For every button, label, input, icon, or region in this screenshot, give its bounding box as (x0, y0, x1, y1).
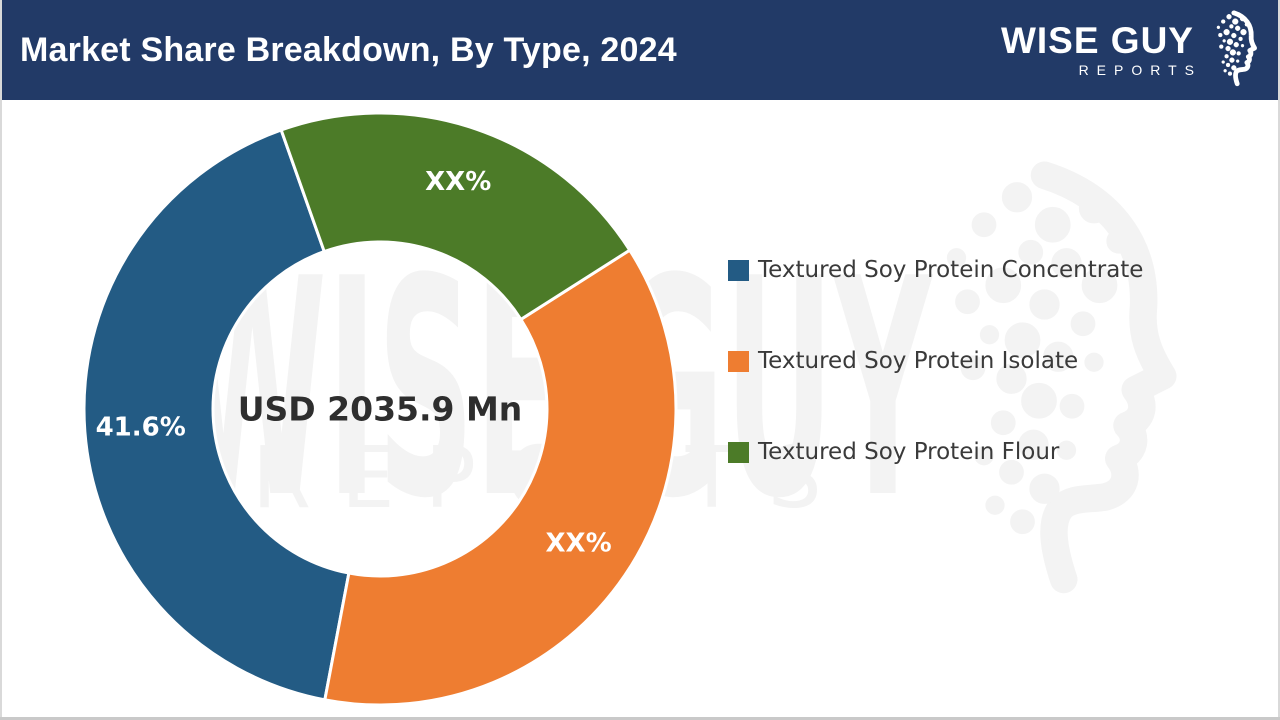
segment-value-label: 41.6% (96, 412, 186, 442)
wise-guy-logo: WISE GUY REPORTS (1001, 9, 1258, 91)
segment-value-label: XX% (546, 529, 612, 559)
face-logo-icon (1200, 9, 1258, 91)
chart-legend: Textured Soy Protein Concentrate Texture… (728, 257, 1143, 465)
page-title: Market Share Breakdown, By Type, 2024 (20, 30, 677, 69)
legend-swatch (728, 441, 749, 463)
chart-area: WISE GUY REPORTS 41.6%XX%XX% USD 2035.9 … (0, 100, 1280, 717)
legend-label: Textured Soy Protein Isolate (758, 348, 1079, 374)
logo-brand-name: WISE GUY (1000, 20, 1194, 61)
legend-item: Textured Soy Protein Isolate (728, 348, 1143, 374)
donut-segment-2 (279, 111, 632, 322)
legend-label: Textured Soy Protein Flour (758, 439, 1060, 465)
left-frame-border (0, 0, 2, 717)
segment-value-label: XX% (425, 167, 491, 197)
logo-wordmark: WISE GUY REPORTS (1001, 22, 1194, 78)
header: Market Share Breakdown, By Type, 2024 WI… (0, 0, 1280, 100)
legend-label: Textured Soy Protein Concentrate (758, 257, 1144, 283)
legend-swatch (728, 350, 749, 372)
logo-brand-subtitle: REPORTS (1078, 62, 1202, 78)
donut-chart: 41.6% XX% XX% (82, 111, 678, 707)
legend-item: Textured Soy Protein Flour (728, 439, 1143, 465)
donut-segment-0 (82, 128, 351, 702)
right-frame-border (1278, 0, 1280, 717)
chart-center-value: USD 2035.9 Mn (237, 389, 523, 429)
donut-segment-1 (323, 248, 678, 707)
legend-item: Textured Soy Protein Concentrate (728, 257, 1143, 283)
legend-swatch (728, 259, 749, 281)
